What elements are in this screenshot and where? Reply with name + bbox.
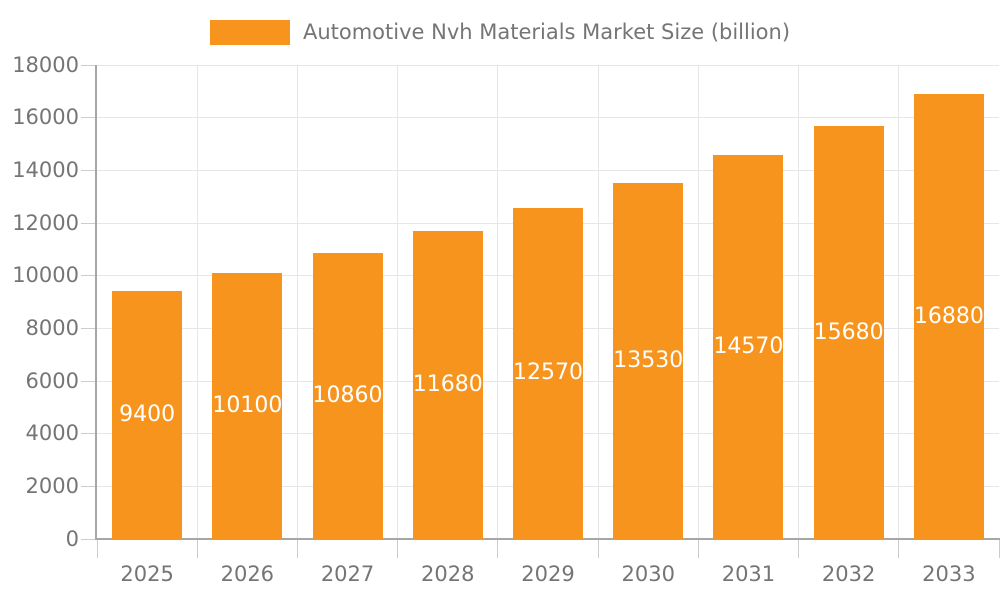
- bar: [212, 273, 283, 539]
- bar: [513, 207, 583, 539]
- x-tick-label: 2032: [821, 562, 876, 586]
- y-tick-label: 6000: [25, 368, 79, 393]
- y-tick-label: 0: [65, 526, 79, 551]
- x-tick: [497, 540, 499, 558]
- bar-value-label: 14570: [713, 334, 784, 360]
- bar: [312, 253, 383, 539]
- y-tick: [81, 169, 97, 171]
- y-tick: [81, 117, 97, 119]
- y-tick-label: 14000: [12, 157, 79, 182]
- x-gridline: [196, 65, 198, 539]
- bar-value-label: 11680: [412, 372, 483, 398]
- x-tick-label: 2027: [320, 562, 375, 586]
- y-tick: [81, 327, 97, 329]
- x-tick: [798, 540, 800, 558]
- x-gridline: [898, 65, 900, 539]
- bar: [112, 291, 183, 539]
- x-tick-label: 2026: [220, 562, 275, 586]
- bar: [412, 231, 483, 539]
- x-tick: [196, 540, 198, 558]
- y-tick: [81, 64, 97, 66]
- bar: [613, 182, 684, 539]
- bar: [913, 94, 984, 539]
- x-tick: [898, 540, 900, 558]
- x-gridline: [397, 65, 399, 539]
- legend-label: Automotive Nvh Materials Market Size (bi…: [302, 20, 791, 44]
- y-gridline: [97, 169, 999, 171]
- y-tick-label: 18000: [12, 52, 79, 77]
- y-tick-label: 2000: [25, 473, 79, 498]
- y-tick: [81, 485, 97, 487]
- y-tick: [81, 380, 97, 382]
- x-gridline: [798, 65, 800, 539]
- legend: Automotive Nvh Materials Market Size (bi…: [0, 18, 1000, 46]
- bar-value-label: 15680: [813, 319, 884, 345]
- x-tick-label: 2033: [922, 562, 976, 586]
- x-tick: [397, 540, 399, 558]
- x-tick-label: 2028: [421, 562, 475, 586]
- bar-value-label: 16880: [913, 303, 984, 329]
- bar-value-label: 12570: [513, 360, 583, 386]
- y-tick: [81, 538, 97, 540]
- y-axis-line: [95, 65, 97, 539]
- y-tick: [81, 433, 97, 435]
- x-tick: [296, 540, 298, 558]
- y-gridline: [97, 64, 999, 66]
- x-tick-label: 2025: [120, 562, 174, 586]
- x-tick-label: 2030: [621, 562, 675, 586]
- bar: [813, 126, 884, 539]
- bar: [713, 155, 784, 539]
- y-tick-label: 12000: [12, 210, 79, 235]
- x-gridline: [697, 65, 699, 539]
- bar-value-label: 10860: [312, 383, 383, 408]
- x-tick: [597, 540, 599, 558]
- x-tick: [998, 540, 1000, 558]
- legend-swatch: [209, 19, 290, 45]
- x-tick: [697, 540, 699, 558]
- x-gridline: [597, 65, 599, 539]
- x-tick-label: 2029: [521, 562, 575, 586]
- x-tick-label: 2031: [721, 562, 776, 586]
- bar-value-label: 10100: [212, 393, 283, 419]
- y-tick-label: 8000: [25, 315, 79, 340]
- x-tick: [96, 540, 98, 558]
- y-tick: [81, 275, 97, 277]
- bar-value-label: 9400: [119, 402, 176, 428]
- bar-value-label: 13530: [613, 347, 684, 373]
- x-gridline: [497, 65, 499, 539]
- y-tick-label: 16000: [12, 105, 79, 130]
- y-gridline: [97, 117, 999, 119]
- x-axis-line: [95, 538, 1000, 540]
- y-tick-label: 10000: [12, 263, 79, 288]
- y-tick: [81, 222, 97, 224]
- x-gridline: [296, 65, 298, 539]
- y-tick-label: 4000: [25, 421, 79, 446]
